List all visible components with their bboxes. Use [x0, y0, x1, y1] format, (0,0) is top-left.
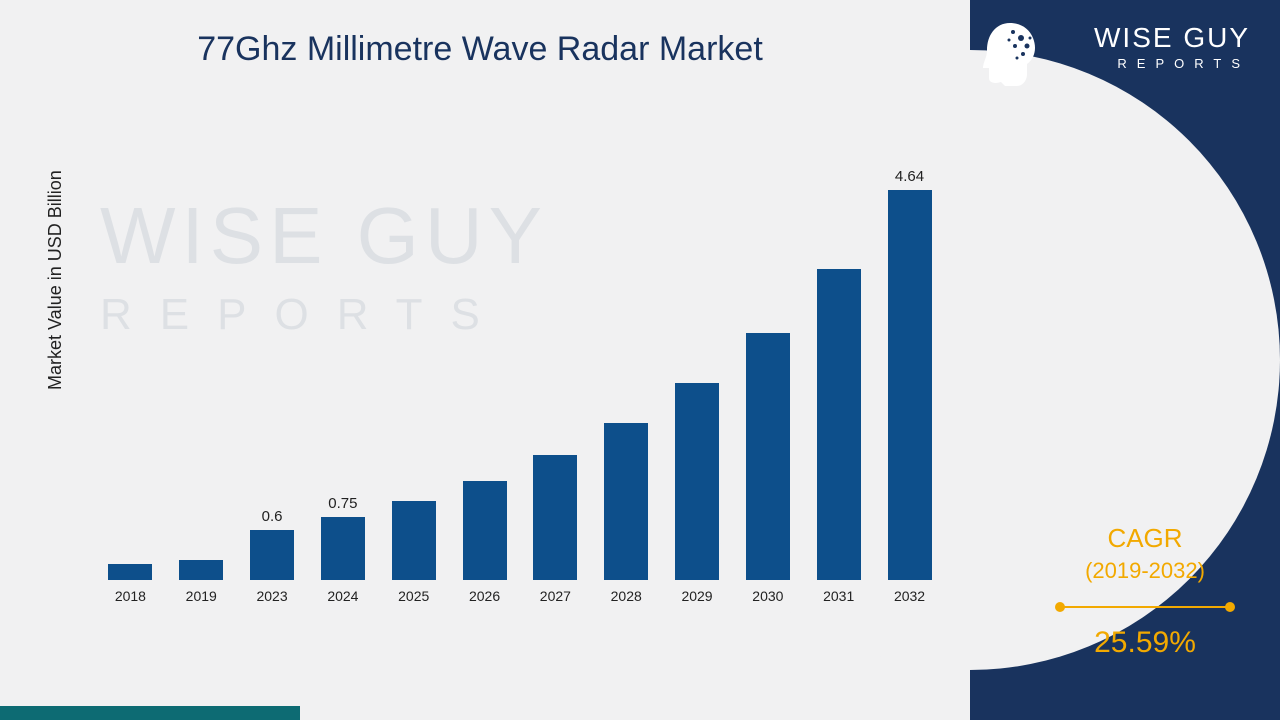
x-tick-label: 2023	[237, 588, 308, 604]
bar-slot: 4.64	[874, 160, 945, 580]
brand-line2: REPORTS	[1094, 56, 1250, 71]
plot-region: 0.6 0.75 4.64	[95, 160, 945, 580]
x-tick-label: 2028	[591, 588, 662, 604]
bars-container: 0.6 0.75 4.64	[95, 160, 945, 580]
x-tick-label: 2031	[803, 588, 874, 604]
x-tick-label: 2030	[732, 588, 803, 604]
bar	[675, 383, 719, 580]
bar-value-label: 4.64	[895, 168, 924, 186]
cagr-divider	[1060, 606, 1230, 608]
bar	[888, 190, 932, 580]
bar-value-label: 0.75	[328, 495, 357, 513]
brand-logo: WISE GUY REPORTS	[1094, 22, 1250, 71]
bar-slot: 0.6	[237, 160, 308, 580]
cagr-block: CAGR (2019-2032) 25.59%	[1040, 523, 1250, 660]
bar-slot	[166, 160, 237, 580]
x-tick-label: 2026	[449, 588, 520, 604]
bar-slot: 0.75	[307, 160, 378, 580]
bar	[533, 455, 577, 580]
bar-slot	[378, 160, 449, 580]
bar-slot	[662, 160, 733, 580]
x-tick-label: 2032	[874, 588, 945, 604]
bar	[746, 333, 790, 580]
market-infographic: WISE GUY REPORTS CAGR (2019-2032) 25.59%…	[0, 0, 1280, 720]
cagr-label: CAGR	[1040, 523, 1250, 554]
bar	[463, 481, 507, 580]
x-tick-label: 2019	[166, 588, 237, 604]
bar-slot	[803, 160, 874, 580]
x-tick-label: 2027	[520, 588, 591, 604]
bar	[250, 530, 294, 580]
bar	[108, 564, 152, 580]
bar	[817, 269, 861, 580]
chart-title: 77Ghz Millimetre Wave Radar Market	[100, 30, 860, 69]
bar	[392, 501, 436, 580]
chart-area: Market Value in USD Billion 0.60.754.64 …	[55, 150, 955, 640]
bar	[604, 423, 648, 580]
bar	[321, 517, 365, 580]
brand-head-icon	[975, 18, 1045, 88]
y-axis-label: Market Value in USD Billion	[45, 170, 66, 390]
brand-line1: WISE GUY	[1094, 22, 1250, 54]
bar-value-label: 0.6	[262, 508, 283, 526]
cagr-period: (2019-2032)	[1040, 558, 1250, 584]
cagr-value: 25.59%	[1040, 626, 1250, 660]
bar-slot	[95, 160, 166, 580]
x-tick-label: 2025	[378, 588, 449, 604]
x-axis-labels: 2018201920232024202520262027202820292030…	[95, 588, 945, 604]
bar	[179, 560, 223, 580]
bar-slot	[449, 160, 520, 580]
bar-slot	[520, 160, 591, 580]
bar-slot	[591, 160, 662, 580]
accent-strip	[0, 706, 300, 720]
bar-slot	[732, 160, 803, 580]
x-tick-label: 2018	[95, 588, 166, 604]
x-tick-label: 2024	[307, 588, 378, 604]
x-tick-label: 2029	[662, 588, 733, 604]
